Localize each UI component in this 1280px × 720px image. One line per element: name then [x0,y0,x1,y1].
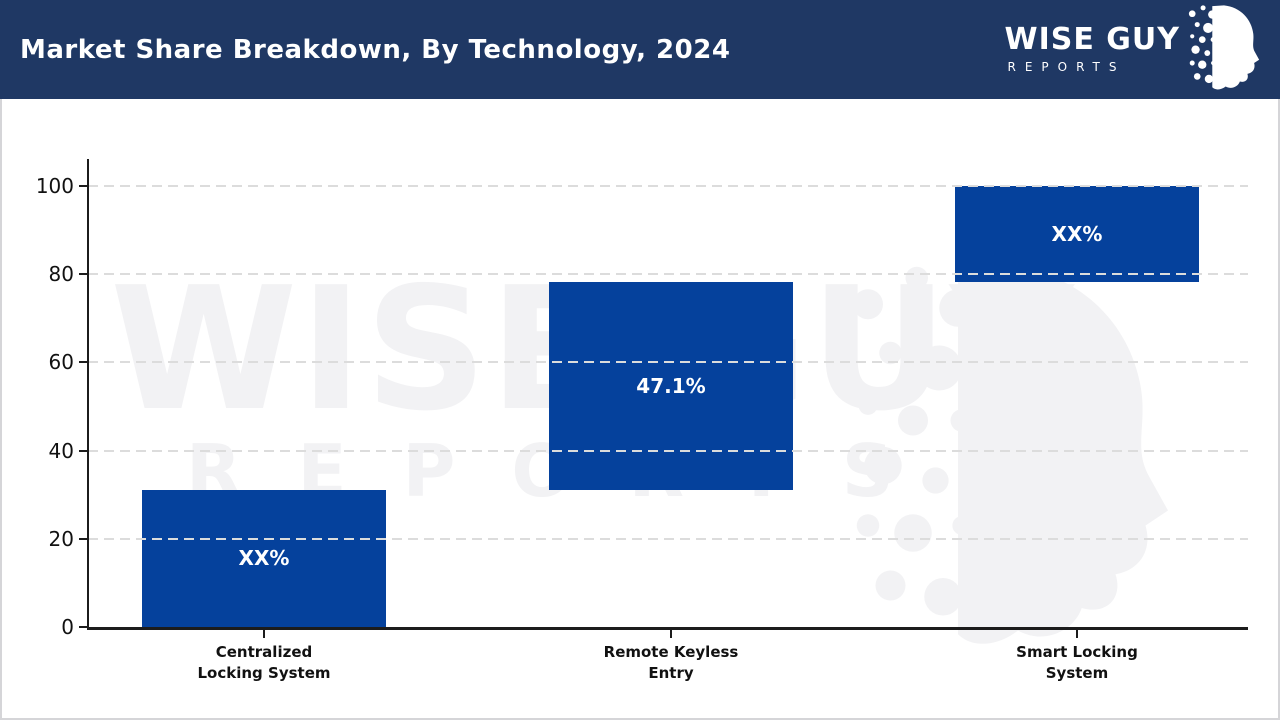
gridline-y-20 [88,537,1248,540]
y-tick-mark [79,361,87,364]
y-tick-label: 40 [48,438,74,463]
x-tick-mark [670,630,672,638]
brand-logo-text: WISE GUY REPORTS [1004,22,1180,75]
y-tick-label: 0 [61,615,74,639]
bar-value-label: 47.1% [636,373,706,398]
bar-2 [549,282,793,490]
category-label-line1: Centralized [215,643,313,661]
page-border-left [0,99,2,720]
category-label-3: Smart Locking System [927,642,1227,684]
bar-value-label: XX% [1051,222,1103,247]
y-tick-mark [79,185,87,187]
category-label-1: Centralized Locking System [114,642,414,684]
x-axis-line [87,627,1248,630]
gridline-y-100 [88,185,1248,187]
chart-body: WISE GUY REPORTS 020406080100XX%47.1%XX%… [0,99,1280,720]
brand-subtitle: REPORTS [1007,60,1126,74]
face-profile-dots-icon [1182,2,1266,98]
category-label-line1: Remote Keyless [603,643,739,661]
gridline-y-60 [88,361,1248,364]
page-border-bottom [0,718,1280,720]
x-tick-mark [263,630,265,638]
face-profile-dots-watermark [838,227,1183,693]
page-title: Market Share Breakdown, By Technology, 2… [20,34,731,65]
y-tick-mark [79,537,87,540]
bar-1 [142,489,386,627]
category-label-2: Remote Keyless Entry [521,642,821,684]
x-tick-mark [1076,630,1078,638]
y-tick-mark [79,626,87,628]
category-label-line2: Entry [648,664,694,682]
y-tick-label: 20 [48,526,74,551]
bar-value-label: XX% [238,546,290,571]
y-tick-label: 60 [48,350,74,375]
page-border-right [1278,99,1280,720]
y-tick-label: 100 [35,174,74,198]
y-axis-line [87,159,89,629]
brand-name: WISE GUY [1004,22,1180,57]
brand-logo: WISE GUY REPORTS [1004,4,1266,96]
category-label-line2: Locking System [197,664,331,682]
gridline-y-40 [88,449,1248,452]
gridline-y-80 [88,273,1248,276]
header: Market Share Breakdown, By Technology, 2… [0,0,1280,99]
category-label-line2: System [1045,664,1109,682]
y-tick-label: 80 [48,262,74,287]
bar-3 [955,186,1199,283]
y-tick-mark [79,273,87,276]
category-label-line1: Smart Locking [1016,643,1138,661]
y-tick-mark [79,449,87,452]
